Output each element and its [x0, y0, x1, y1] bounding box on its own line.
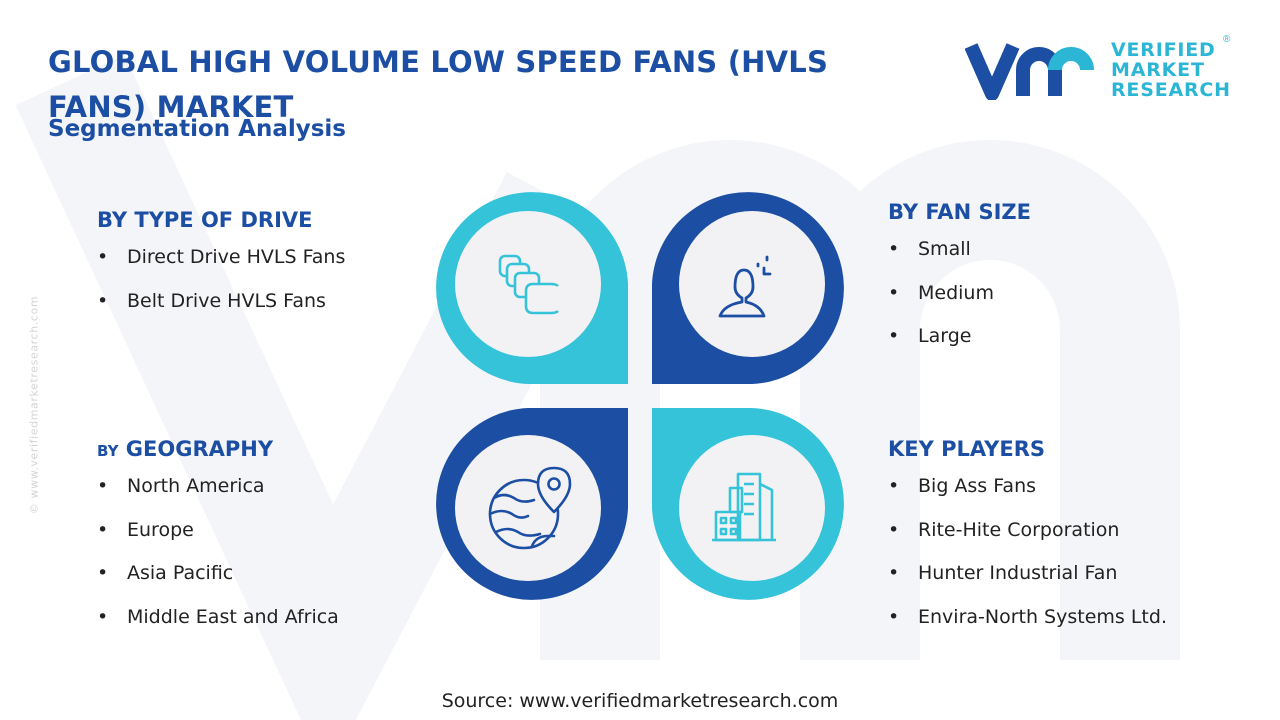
page-title: GLOBAL HIGH VOLUME LOW SPEED FANS (HVLS … — [48, 45, 829, 124]
brand-logo: VERIFIED MARKET RESEARCH ® — [965, 34, 1245, 102]
list-item: Middle East and Africa — [97, 606, 339, 650]
segment-list: Small Medium Large — [888, 238, 1031, 369]
list-item: Hunter Industrial Fan — [888, 562, 1167, 606]
petal-bottom-right-circle — [679, 435, 825, 581]
segment-heading: BY GEOGRAPHY — [97, 437, 339, 461]
logo-wordmark: VERIFIED MARKET RESEARCH — [1111, 40, 1231, 100]
segment-list: Big Ass Fans Rite-Hite Corporation Hunte… — [888, 475, 1167, 649]
segment-fan-size: BY FAN SIZE Small Medium Large — [888, 200, 1031, 369]
segment-heading: KEY PLAYERS — [888, 437, 1045, 461]
list-item: Medium — [888, 282, 1031, 326]
segment-key-players: KEY PLAYERS Big Ass Fans Rite-Hite Corpo… — [888, 437, 1167, 649]
list-item: Belt Drive HVLS Fans — [97, 290, 345, 334]
list-item: Big Ass Fans — [888, 475, 1167, 519]
user-scan-icon — [718, 255, 772, 318]
side-url-text: © www.verifiedmarketresearch.com — [27, 295, 41, 515]
logo-line-market: MARKET — [1111, 59, 1205, 81]
segment-heading: BY TYPE OF DRIVE — [97, 208, 313, 232]
list-item: North America — [97, 475, 339, 519]
segment-heading: BY FAN SIZE — [888, 200, 1031, 224]
segment-graphic — [424, 184, 844, 608]
list-item: Large — [888, 325, 1031, 369]
petal-diagram — [436, 192, 844, 600]
logo-line-verified: VERIFIED — [1111, 39, 1216, 61]
stacked-cards-icon — [498, 254, 559, 315]
segment-list: Direct Drive HVLS Fans Belt Drive HVLS F… — [97, 246, 345, 333]
list-item: Envira-North Systems Ltd. — [888, 606, 1167, 650]
source-citation: Source: www.verifiedmarketresearch.com — [441, 690, 839, 712]
petal-bottom-left-circle — [455, 435, 601, 581]
registered-mark: ® — [1223, 34, 1231, 45]
list-item: Direct Drive HVLS Fans — [97, 246, 345, 290]
page-subtitle: Segmentation Analysis — [48, 116, 346, 142]
segment-list: North America Europe Asia Pacific Middle… — [97, 475, 339, 649]
segment-geography: BY GEOGRAPHY North America Europe Asia P… — [97, 437, 339, 649]
list-item: Asia Pacific — [97, 562, 339, 606]
list-item: Rite-Hite Corporation — [888, 519, 1167, 563]
segment-heading-main: GEOGRAPHY — [125, 437, 274, 461]
segment-type-of-drive: BY TYPE OF DRIVE Direct Drive HVLS Fans … — [97, 208, 345, 333]
globe-pin-icon — [488, 466, 572, 550]
list-item: Europe — [97, 519, 339, 563]
buildings-icon — [712, 472, 776, 542]
vmr-logo-mark — [965, 43, 1094, 100]
logo-line-research: RESEARCH — [1111, 79, 1231, 101]
segment-heading-prefix: BY — [97, 442, 119, 460]
list-item: Small — [888, 238, 1031, 282]
